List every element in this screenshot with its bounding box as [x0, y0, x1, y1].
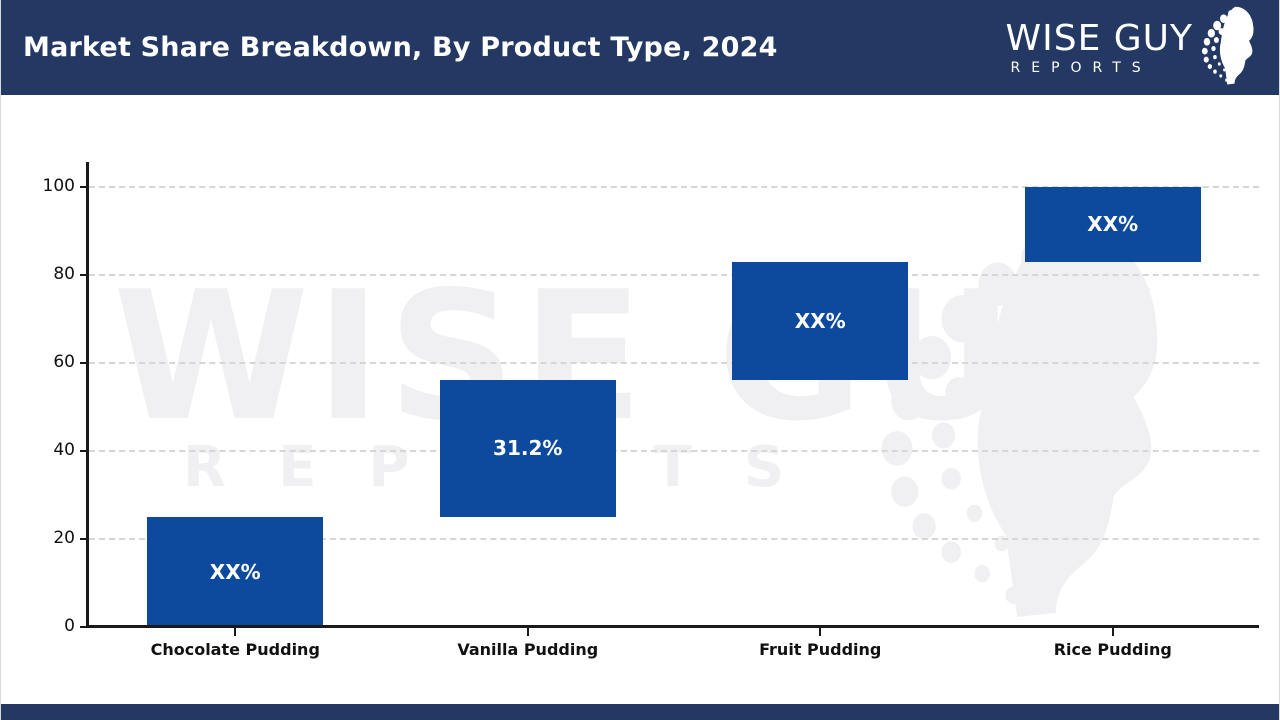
bar-value-label: 31.2% [493, 436, 563, 461]
x-category-label: Fruit Pudding [759, 640, 882, 659]
y-tick-label: 0 [64, 616, 75, 636]
x-tick-mark [234, 628, 237, 636]
gridline-y-40 [89, 450, 1259, 452]
gridline-y-20 [89, 538, 1259, 540]
wise-guy-head-watermark [866, 215, 1176, 634]
y-tick-label: 80 [53, 264, 75, 284]
bar-rice-pudding: XX% [1024, 187, 1201, 262]
x-axis-line [86, 625, 1259, 628]
wise-guy-head-icon [1199, 5, 1257, 91]
bar-fruit-pudding: XX% [732, 261, 909, 380]
x-category-label: Chocolate Pudding [150, 640, 320, 659]
x-tick-mark [819, 628, 822, 636]
y-tick-label: 20 [53, 528, 75, 548]
logo-brand-name: WISE GUY [1005, 17, 1193, 59]
y-tick-mark [80, 626, 88, 628]
x-category-label: Vanilla Pudding [457, 640, 599, 659]
y-tick-label: 40 [53, 440, 75, 460]
page-title: Market Share Breakdown, By Product Type,… [23, 32, 778, 63]
gridline-y-100 [89, 186, 1259, 188]
bar-vanilla-pudding: 31.2% [439, 379, 616, 517]
header-band: Market Share Breakdown, By Product Type,… [1, 0, 1279, 95]
y-tick-mark [80, 362, 88, 364]
y-axis-line [86, 162, 89, 628]
logo-text: WISE GUY REPORTS [1005, 17, 1194, 76]
bar-value-label: XX% [794, 308, 846, 333]
gridline-y-60 [89, 362, 1259, 364]
footer-band [1, 704, 1279, 720]
x-tick-mark [1111, 628, 1114, 636]
gridline-y-80 [89, 274, 1259, 276]
y-tick-mark [80, 274, 88, 276]
y-tick-mark [80, 538, 88, 540]
y-tick-label: 60 [53, 352, 75, 372]
logo-brand-subtitle: REPORTS [1010, 59, 1152, 76]
bar-chocolate-pudding: XX% [147, 517, 324, 627]
x-tick-mark [526, 628, 529, 636]
bar-value-label: XX% [1087, 212, 1139, 237]
y-tick-label: 100 [42, 176, 75, 196]
wise-guy-logo: WISE GUY REPORTS [1006, 5, 1258, 91]
y-tick-mark [80, 450, 88, 452]
y-tick-mark [80, 186, 88, 188]
x-category-label: Rice Pudding [1053, 640, 1172, 659]
bar-value-label: XX% [209, 560, 261, 584]
